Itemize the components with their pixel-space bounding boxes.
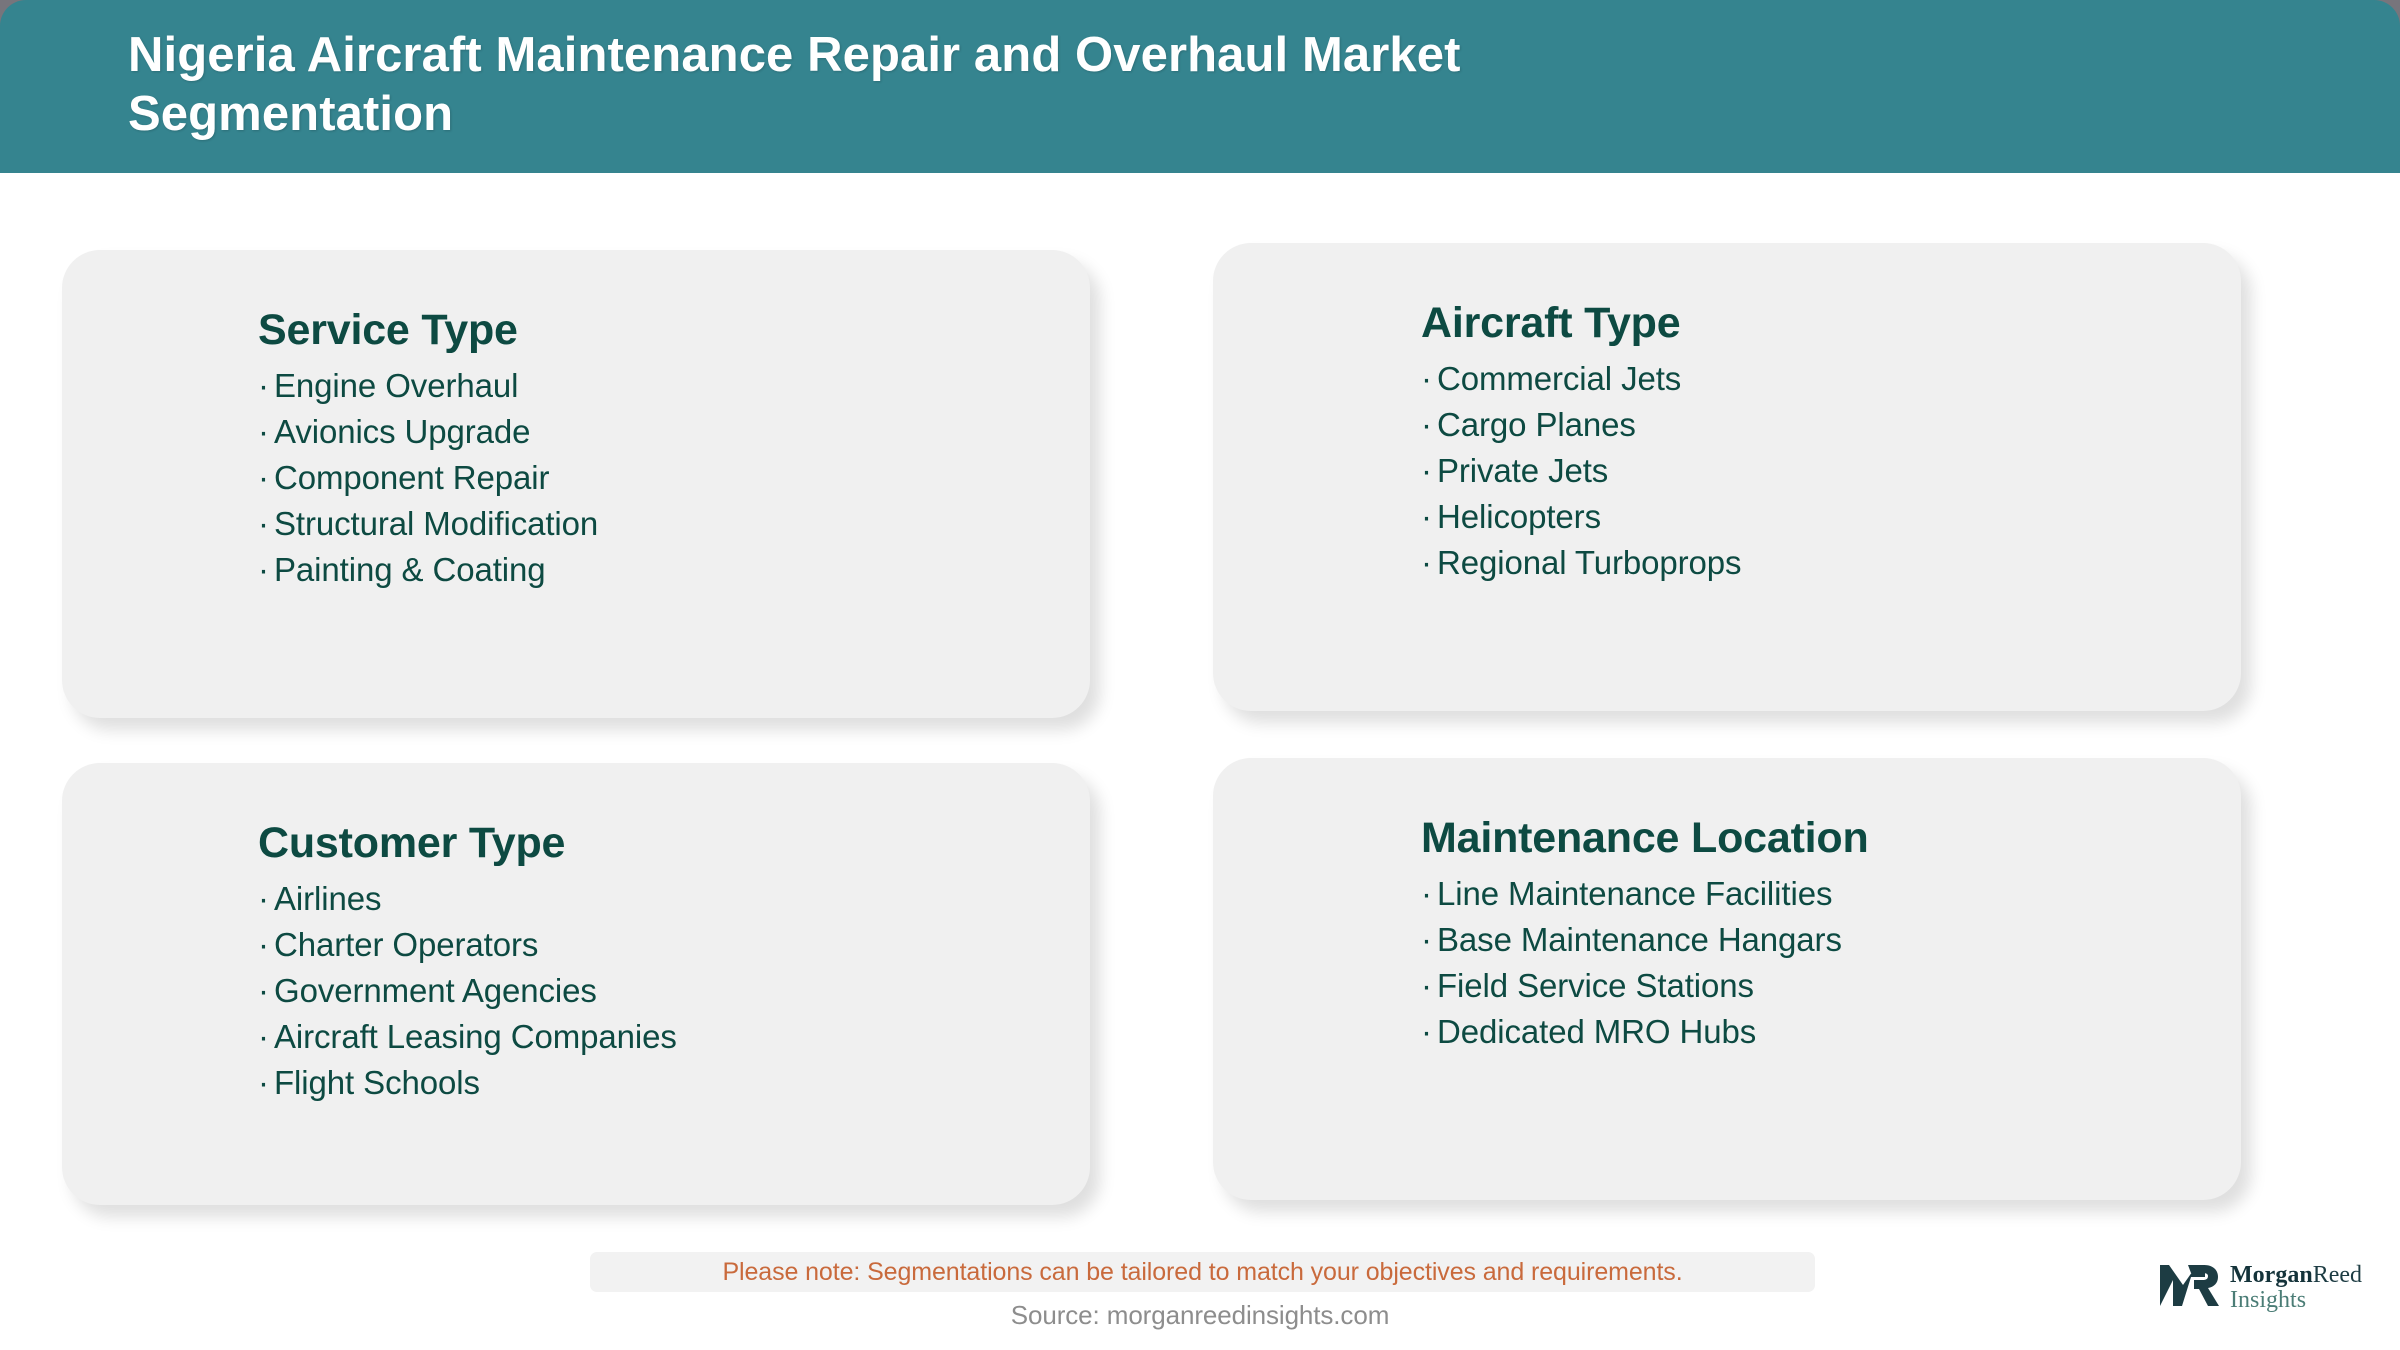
list-item-label: Structural Modification xyxy=(274,505,599,542)
card-title: Aircraft Type xyxy=(1421,299,1681,347)
page-title: Nigeria Aircraft Maintenance Repair and … xyxy=(128,28,1461,141)
bullet-icon: · xyxy=(1421,452,1432,489)
list-item-label: Helicopters xyxy=(1437,498,1601,535)
bullet-icon: · xyxy=(1421,1013,1432,1050)
bullet-icon: · xyxy=(258,367,269,404)
bullet-icon: · xyxy=(1421,967,1432,1004)
list-item-label: Flight Schools xyxy=(274,1064,480,1101)
bullet-icon: · xyxy=(1421,544,1432,581)
list-item: · Aircraft Leasing Companies xyxy=(258,1014,1090,1060)
segmentation-card-grid: Service Type · Engine Overhaul · Avionics … xyxy=(62,243,2338,1205)
list-item: · Helicopters xyxy=(1421,494,2241,540)
list-item-label: Private Jets xyxy=(1437,452,1609,489)
list-item-label: Aircraft Leasing Companies xyxy=(274,1018,677,1055)
logo-word-morgan: Morgan xyxy=(2230,1262,2313,1289)
list-item: · Base Maintenance Hangars xyxy=(1421,917,2241,963)
list-item: · Line Maintenance Facilities xyxy=(1421,871,2241,917)
list-item: · Charter Operators xyxy=(258,922,1090,968)
list-item-label: Commercial Jets xyxy=(1437,360,1682,397)
card-item-list: · Engine Overhaul · Avionics Upgrade · Comp… xyxy=(258,363,1090,593)
card-title: Service Type xyxy=(258,306,518,354)
mr-monogram-icon xyxy=(2158,1263,2220,1312)
bullet-icon: · xyxy=(1421,498,1432,535)
list-item-label: Avionics Upgrade xyxy=(274,413,531,450)
bullet-icon: · xyxy=(258,1064,269,1101)
bullet-icon: · xyxy=(258,1018,269,1055)
list-item: · Structural Modification xyxy=(258,501,1090,547)
list-item-label: Field Service Stations xyxy=(1437,967,1754,1004)
logo-line-primary: MorganReed xyxy=(2230,1263,2362,1287)
list-item-label: Base Maintenance Hangars xyxy=(1437,921,1842,958)
segment-card-aircraft-type: Aircraft Type · Commercial Jets · Cargo Pl… xyxy=(1213,243,2241,711)
list-item-label: Component Repair xyxy=(274,459,550,496)
list-item: · Painting & Coating xyxy=(258,547,1090,593)
bullet-icon: · xyxy=(258,459,269,496)
bullet-icon: · xyxy=(258,972,269,1009)
tailoring-note-text: Please note: Segmentations can be tailor… xyxy=(722,1257,1683,1286)
list-item-label: Line Maintenance Facilities xyxy=(1437,875,1833,912)
list-item: · Commercial Jets xyxy=(1421,356,2241,402)
list-item: · Avionics Upgrade xyxy=(258,409,1090,455)
list-item: · Cargo Planes xyxy=(1421,402,2241,448)
list-item: · Private Jets xyxy=(1421,448,2241,494)
list-item: · Field Service Stations xyxy=(1421,963,2241,1009)
source-attribution: Source: morganreedinsights.com xyxy=(1010,1300,1390,1330)
list-item-label: Engine Overhaul xyxy=(274,367,519,404)
bullet-icon: · xyxy=(1421,406,1432,443)
bullet-icon: · xyxy=(258,505,269,542)
list-item: · Flight Schools xyxy=(258,1060,1090,1106)
bullet-icon: · xyxy=(258,413,269,450)
logo-wordmark: MorganReed Insights xyxy=(2230,1263,2362,1312)
list-item-label: Cargo Planes xyxy=(1437,406,1636,443)
segment-card-maintenance-location: Maintenance Location · Line Maintenance F… xyxy=(1213,758,2241,1200)
list-item-label: Painting & Coating xyxy=(274,551,546,588)
card-item-list: · Line Maintenance Facilities · Base Maint… xyxy=(1421,871,2241,1055)
bullet-icon: · xyxy=(1421,921,1432,958)
bullet-icon: · xyxy=(1421,875,1432,912)
list-item: · Dedicated MRO Hubs xyxy=(1421,1009,2241,1055)
list-item-label: Regional Turboprops xyxy=(1437,544,1742,581)
logo-word-insights: Insights xyxy=(2230,1286,2307,1313)
list-item: · Regional Turboprops xyxy=(1421,540,2241,586)
list-item-label: Dedicated MRO Hubs xyxy=(1437,1013,1757,1050)
list-item: · Airlines xyxy=(258,876,1090,922)
list-item-label: Airlines xyxy=(274,880,382,917)
list-item-label: Government Agencies xyxy=(274,972,597,1009)
bullet-icon: · xyxy=(1421,360,1432,397)
header-banner: Nigeria Aircraft Maintenance Repair and … xyxy=(0,0,2400,173)
bullet-icon: · xyxy=(258,926,269,963)
tailoring-note: Please note: Segmentations can be tailor… xyxy=(590,1252,1815,1292)
list-item: · Government Agencies xyxy=(258,968,1090,1014)
card-item-list: · Airlines · Charter Operators · Government… xyxy=(258,876,1090,1106)
list-item: · Component Repair xyxy=(258,455,1090,501)
bullet-icon: · xyxy=(258,880,269,917)
logo-word-reed: Reed xyxy=(2312,1262,2362,1289)
list-item: · Engine Overhaul xyxy=(258,363,1090,409)
segment-card-service-type: Service Type · Engine Overhaul · Avionics … xyxy=(62,250,1090,718)
brand-logo: MorganReed Insights xyxy=(2158,1263,2362,1312)
bullet-icon: · xyxy=(258,551,269,588)
card-item-list: · Commercial Jets · Cargo Planes · Private … xyxy=(1421,356,2241,586)
list-item-label: Charter Operators xyxy=(274,926,539,963)
card-title: Customer Type xyxy=(258,819,566,867)
card-title: Maintenance Location xyxy=(1421,814,1869,862)
segment-card-customer-type: Customer Type · Airlines · Charter Operato… xyxy=(62,763,1090,1205)
